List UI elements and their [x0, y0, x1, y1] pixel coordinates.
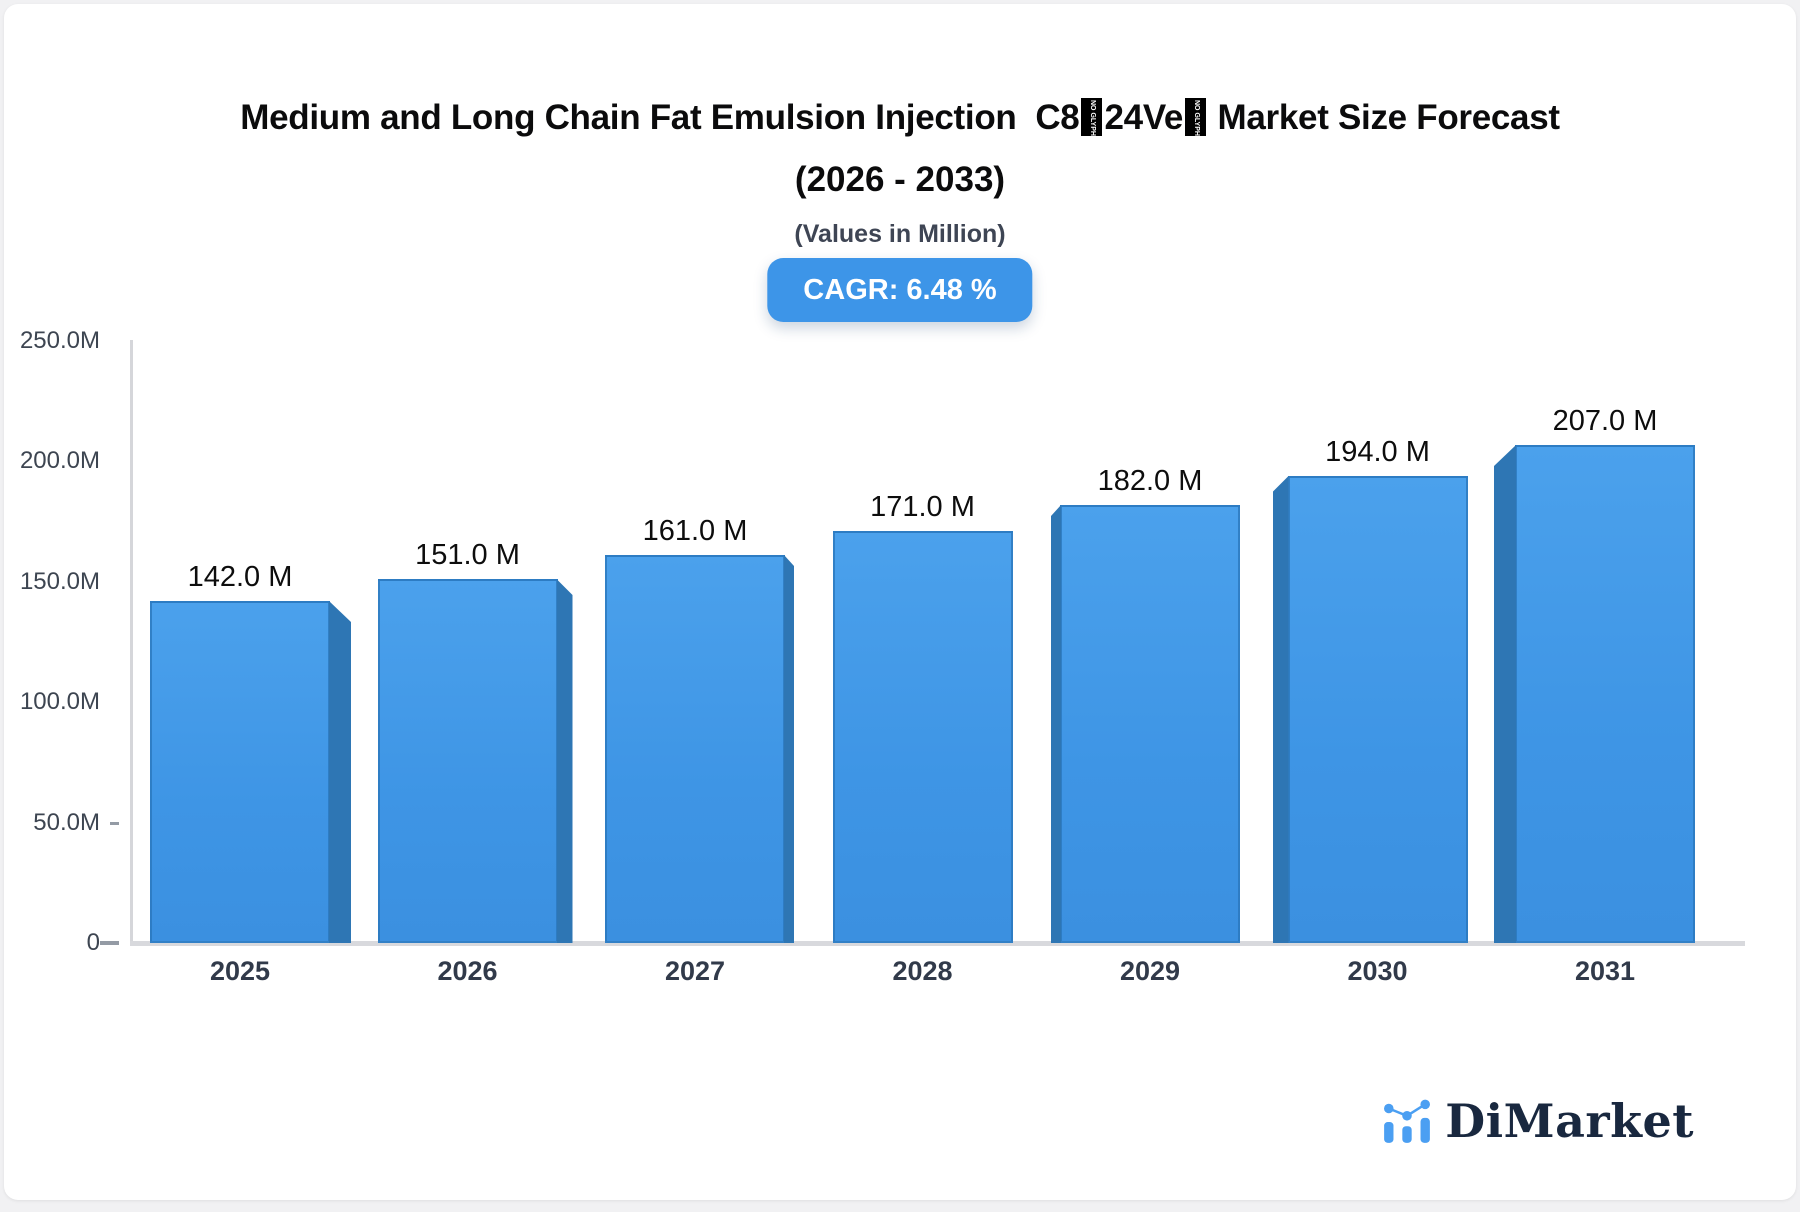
- y-tick-label: 100.0M: [19, 688, 100, 716]
- chart-subtitle: (Values in Million): [794, 220, 1006, 248]
- missing-glyph-box: NO GLYPH: [1185, 98, 1207, 136]
- x-axis-label-2030: 2030: [1347, 956, 1408, 986]
- bar-value-label: 171.0 M: [870, 491, 975, 523]
- y-tick-label: 200.0M: [19, 447, 100, 475]
- bar-value-label: 151.0 M: [415, 539, 520, 571]
- y-axis-line: [130, 340, 133, 944]
- bar-2029: [1060, 505, 1240, 943]
- y-tick-label: 50.0M: [33, 808, 100, 836]
- y-tick-label: 0: [86, 929, 100, 956]
- x-axis-label-2031: 2031: [1574, 956, 1636, 986]
- cagr-badge: CAGR: 6.48 %: [767, 258, 1033, 322]
- y-tick-label: 150.0M: [19, 567, 100, 595]
- chart-title-line2: (2026 - 2033): [794, 160, 1006, 199]
- x-axis-label-2025: 2025: [209, 956, 271, 986]
- x-axis-label-2026: 2026: [437, 956, 498, 986]
- bar-2027: [605, 555, 785, 943]
- bar-side-2027: [784, 555, 794, 943]
- bar-2028: [832, 531, 1013, 943]
- bar-2026: [377, 579, 558, 943]
- bar-side-2031: [1494, 445, 1516, 943]
- bar-value-label: 194.0 M: [1325, 436, 1430, 468]
- bar-side-2025: [329, 601, 351, 943]
- bar-value-label: 182.0 M: [1097, 465, 1203, 497]
- y-tick-label: 250.0M: [19, 327, 100, 354]
- x-axis-label-2029: 2029: [1119, 956, 1181, 986]
- x-axis-label-2028: 2028: [892, 956, 953, 986]
- x-axis-label-2027: 2027: [664, 956, 726, 986]
- bar-value-label: 161.0 M: [642, 515, 748, 547]
- y-tick-mark: [110, 821, 119, 825]
- title-prefix: Medium and Long Chain Fat Emulsion Injec…: [240, 98, 1080, 137]
- bar-2025: [150, 601, 330, 943]
- bar-side-2026: [556, 579, 573, 943]
- bar-value-label: 142.0 M: [187, 561, 293, 593]
- bar-side-2030: [1272, 476, 1289, 943]
- x-axis-line: [130, 941, 1745, 946]
- bar-2031: [1515, 445, 1695, 943]
- logo-mark-icon: [1384, 1099, 1431, 1143]
- bar-side-2029: [1051, 505, 1061, 943]
- title-suffix: Market Size Forecast: [1208, 98, 1561, 137]
- brand-logo: DiMarket: [1382, 1094, 1694, 1148]
- y-tick-mark: [100, 941, 119, 945]
- title-mid: 24Ve: [1104, 98, 1184, 137]
- logo-text: DiMarket: [1445, 1094, 1694, 1148]
- missing-glyph-box: NO GLYPH: [1081, 98, 1103, 136]
- bar-value-label: 207.0 M: [1552, 405, 1658, 437]
- bar-2030: [1287, 476, 1468, 943]
- chart-title-line1: Medium and Long Chain Fat Emulsion Injec…: [0, 98, 1800, 138]
